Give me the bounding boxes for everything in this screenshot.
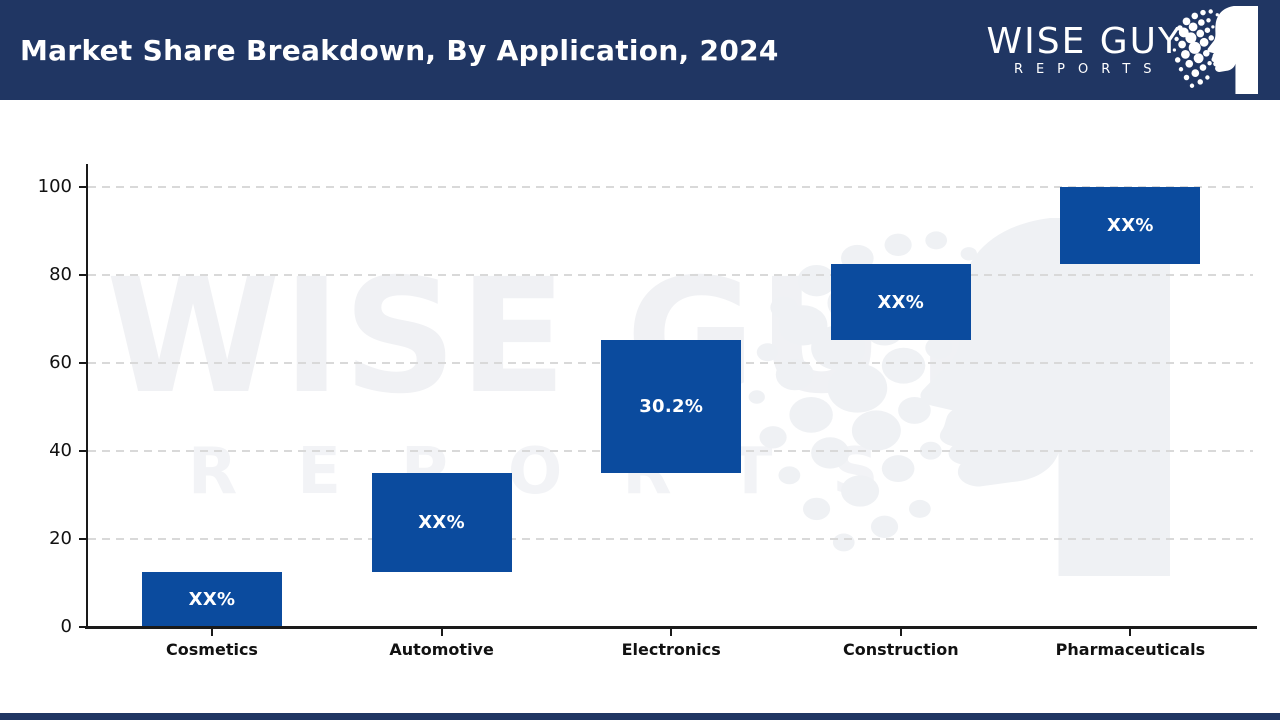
bar-segment: XX%: [371, 473, 512, 573]
footer-bar: [0, 713, 1280, 720]
x-axis-category-label: Construction: [843, 640, 959, 659]
y-axis-tick-label: 20: [49, 528, 72, 549]
y-axis-tick-label: 80: [49, 264, 72, 285]
x-axis-tick: [440, 628, 443, 636]
y-axis-tick: [79, 274, 87, 276]
x-axis-category-label: Pharmaceuticals: [1055, 640, 1206, 659]
brand-subtitle: REPORTS: [1013, 61, 1165, 77]
y-axis-tick: [79, 450, 87, 452]
dotted-head-profile-icon: [1166, 6, 1262, 94]
y-axis-tick: [79, 626, 87, 628]
y-axis-tick: [79, 186, 87, 188]
bar-value-label: XX%: [1107, 215, 1154, 237]
bar-segment: XX%: [1060, 187, 1201, 265]
x-axis-tick: [211, 628, 213, 636]
bar-segment: 30.2%: [601, 340, 742, 473]
y-axis-tick-label: 60: [49, 352, 72, 373]
y-axis-tick-label: 0: [60, 616, 72, 637]
y-axis-tick: [79, 538, 87, 540]
gridline: [88, 538, 1253, 540]
bar-value-label: XX%: [188, 589, 236, 611]
x-axis-tick: [670, 628, 673, 636]
x-axis-category-label: Electronics: [621, 640, 721, 659]
bar-value-label: 30.2%: [639, 396, 704, 418]
brand-logo: WISE GUY REPORTS: [987, 6, 1263, 94]
header-bar: Market Share Breakdown, By Application, …: [0, 0, 1280, 100]
x-axis-tick: [1129, 628, 1132, 636]
brand-logo-text: WISE GUY REPORTS: [987, 23, 1183, 77]
brand-name: WISE GUY: [986, 21, 1182, 63]
chart-plot-area: 0 20 40 60 80 100 Cosmetics Automotive Electroni…: [0, 100, 1280, 713]
bar-value-label: XX%: [418, 512, 465, 534]
y-axis-tick-label: 100: [37, 176, 72, 197]
x-axis-category-label: Cosmetics: [166, 640, 258, 659]
gridline: [88, 274, 1253, 276]
y-axis-line: [86, 164, 88, 629]
y-axis-tick: [79, 362, 87, 364]
x-axis-category-label: Automotive: [389, 640, 494, 659]
bar-segment: XX%: [830, 264, 971, 341]
y-axis-tick-label: 40: [49, 440, 72, 461]
gridline: [88, 186, 1253, 188]
page-title: Market Share Breakdown, By Application, …: [20, 33, 779, 67]
bar-value-label: XX%: [877, 291, 925, 313]
x-axis-tick: [899, 628, 902, 636]
bar-segment: XX%: [142, 572, 282, 627]
x-axis-line: [85, 626, 1257, 629]
